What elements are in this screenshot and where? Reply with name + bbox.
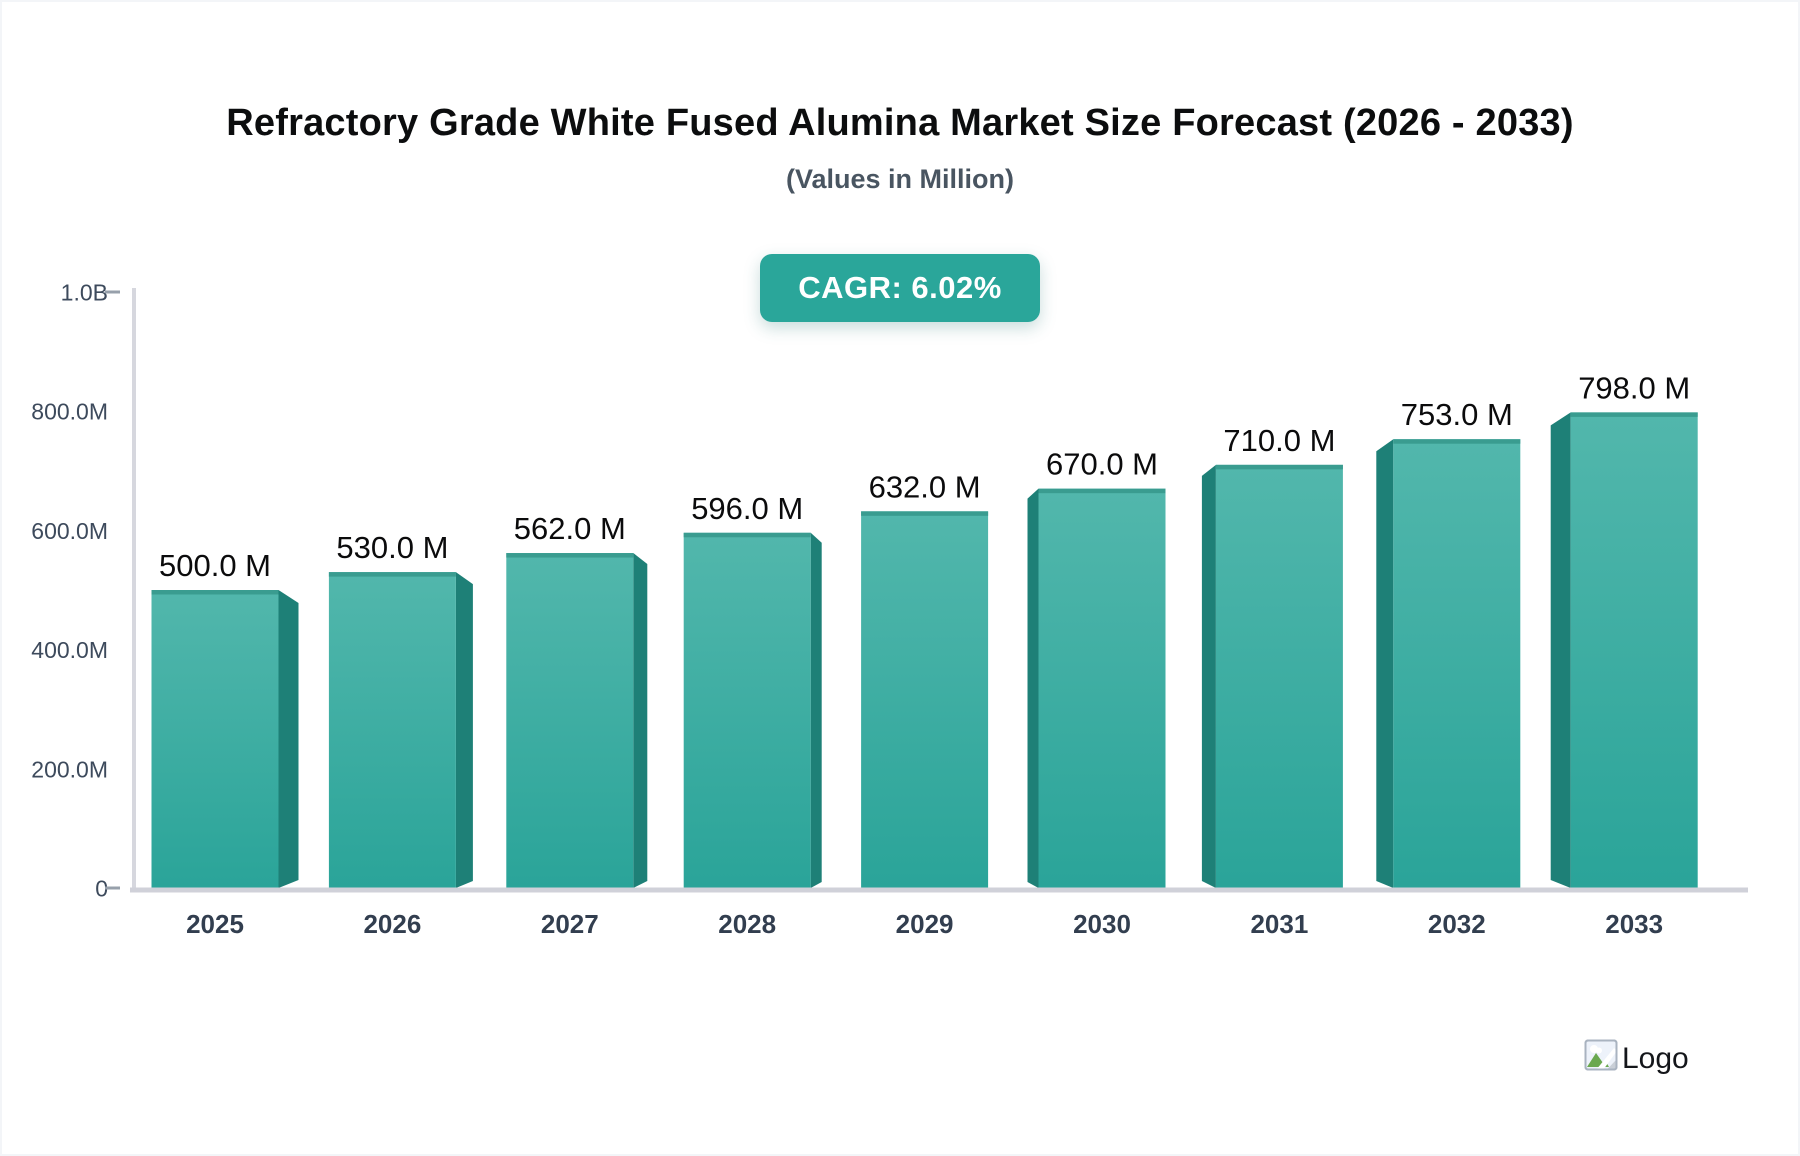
bar-group-2026[interactable]: 530.0 M 2026 bbox=[328, 530, 473, 939]
bar-top-face bbox=[1393, 439, 1521, 444]
bar-top-face bbox=[506, 553, 634, 558]
bar-group-2033[interactable]: 798.0 M 2033 bbox=[1550, 370, 1698, 939]
bar-top-face bbox=[1570, 412, 1698, 417]
bar-top-face bbox=[861, 511, 989, 516]
x-axis-label: 2029 bbox=[896, 909, 954, 939]
bar-side-face bbox=[633, 553, 648, 888]
bar-main-face bbox=[861, 511, 989, 888]
bar-group-2029[interactable]: 632.0 M 2029 bbox=[861, 469, 989, 939]
bar-side-face bbox=[278, 590, 299, 888]
bar-group-2025[interactable]: 500.0 M 2025 bbox=[151, 548, 299, 939]
y-axis-label: 800.0M bbox=[31, 399, 108, 425]
cagr-badge: CAGR: 6.02% bbox=[760, 254, 1040, 322]
y-axis-label: 200.0M bbox=[31, 756, 108, 782]
bar-main-face bbox=[683, 532, 811, 888]
bar-value-label: 798.0 M bbox=[1578, 370, 1690, 405]
bar-main-face bbox=[1215, 464, 1343, 888]
bar-value-label: 670.0 M bbox=[1046, 447, 1158, 482]
y-axis-label: 1.0B bbox=[61, 280, 108, 306]
x-axis-label: 2033 bbox=[1605, 909, 1663, 939]
broken-image-icon bbox=[1584, 1039, 1618, 1071]
bar-side-face bbox=[1550, 412, 1571, 888]
x-axis-label: 2032 bbox=[1428, 909, 1486, 939]
y-axis-label: 0 bbox=[95, 876, 108, 902]
bar-main-face bbox=[1038, 488, 1166, 888]
bar-group-2027[interactable]: 562.0 M 2027 bbox=[506, 511, 648, 939]
x-axis-label: 2028 bbox=[718, 909, 776, 939]
chart-title: Refractory Grade White Fused Alumina Mar… bbox=[226, 102, 1574, 144]
bar-value-label: 562.0 M bbox=[514, 511, 626, 546]
bar-side-face bbox=[455, 572, 473, 888]
bar-top-face bbox=[328, 572, 456, 577]
x-axis-label: 2026 bbox=[363, 909, 421, 939]
cagr-badge-wrap: CAGR: 6.02% bbox=[2, 254, 1798, 322]
bar-side-face bbox=[810, 532, 822, 888]
bar-top-face bbox=[1038, 488, 1166, 494]
bar-value-label: 753.0 M bbox=[1401, 397, 1513, 432]
bar-group-2032[interactable]: 753.0 M 2032 bbox=[1376, 397, 1521, 939]
x-axis-label: 2030 bbox=[1073, 909, 1131, 939]
x-axis-label: 2027 bbox=[541, 909, 599, 939]
x-axis-label: 2031 bbox=[1250, 909, 1308, 939]
bar-side-face bbox=[1027, 488, 1039, 888]
bar-side-face bbox=[1376, 439, 1394, 888]
chart-subtitle: (Values in Million) bbox=[785, 164, 1015, 194]
bar-value-label: 596.0 M bbox=[691, 491, 803, 526]
bar-group-2031[interactable]: 710.0 M 2031 bbox=[1201, 423, 1343, 939]
bar-group-2028[interactable]: 596.0 M 2028 bbox=[683, 491, 822, 939]
bar-value-label: 500.0 M bbox=[159, 548, 271, 583]
logo: Logo bbox=[1582, 1036, 1689, 1076]
bar-main-face bbox=[328, 572, 456, 888]
bar-value-label: 632.0 M bbox=[869, 469, 981, 504]
bar-main-face bbox=[506, 553, 634, 888]
y-axis-label: 600.0M bbox=[31, 518, 108, 544]
bar-main-face bbox=[151, 590, 279, 888]
bar-main-face bbox=[1393, 439, 1521, 888]
bar-main-face bbox=[1570, 412, 1698, 888]
bar-value-label: 530.0 M bbox=[336, 530, 448, 565]
bar-side-face bbox=[1201, 464, 1216, 888]
bar-value-label: 710.0 M bbox=[1223, 423, 1335, 458]
x-axis-label: 2025 bbox=[186, 909, 244, 939]
bar-top-face bbox=[151, 590, 279, 595]
y-axis-label: 400.0M bbox=[31, 637, 108, 663]
logo-alt-text: Logo bbox=[1622, 1042, 1689, 1075]
bar-group-2030[interactable]: 670.0 M 2030 bbox=[1027, 447, 1166, 939]
bar-top-face bbox=[683, 532, 811, 538]
bar-top-face bbox=[1215, 464, 1343, 470]
